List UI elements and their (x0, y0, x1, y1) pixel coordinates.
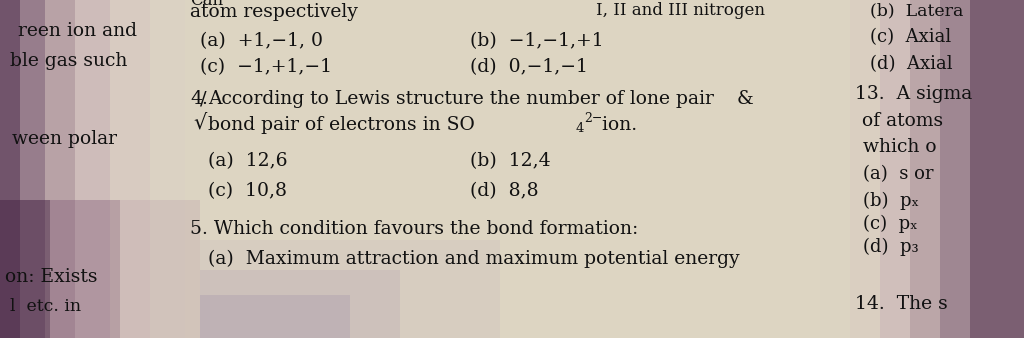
Text: atom respectively: atom respectively (190, 3, 357, 21)
FancyBboxPatch shape (20, 0, 45, 338)
FancyBboxPatch shape (200, 240, 500, 338)
Text: √: √ (193, 114, 206, 133)
Text: (a)  +1,−1, 0: (a) +1,−1, 0 (200, 32, 323, 50)
Text: (a)  Maximum attraction and maximum potential energy: (a) Maximum attraction and maximum poten… (208, 250, 739, 268)
Text: reen ion and: reen ion and (18, 22, 137, 40)
Text: (a)  s or: (a) s or (863, 165, 934, 183)
FancyBboxPatch shape (0, 200, 50, 338)
FancyBboxPatch shape (120, 200, 200, 338)
Text: (d)  0,−1,−1: (d) 0,−1,−1 (470, 58, 588, 76)
Text: 4.: 4. (190, 90, 208, 108)
FancyBboxPatch shape (110, 0, 150, 338)
Text: ble gas such: ble gas such (10, 52, 127, 70)
Text: l  etc. in: l etc. in (10, 298, 81, 315)
FancyBboxPatch shape (820, 0, 850, 338)
Text: 4: 4 (575, 122, 585, 135)
Text: (c)  Axial: (c) Axial (870, 28, 951, 46)
Text: (a)  12,6: (a) 12,6 (208, 152, 288, 170)
Text: According to Lewis structure the number of lone pair: According to Lewis structure the number … (208, 90, 714, 108)
Text: (d)  8,8: (d) 8,8 (470, 182, 539, 200)
Text: 13.  A sigma: 13. A sigma (855, 85, 972, 103)
FancyBboxPatch shape (910, 0, 940, 338)
Text: (c)  −1,+1,−1: (c) −1,+1,−1 (200, 58, 332, 76)
FancyBboxPatch shape (45, 0, 75, 338)
FancyBboxPatch shape (970, 0, 1024, 338)
Text: of atoms: of atoms (862, 112, 943, 130)
Text: (d)  Axial: (d) Axial (870, 55, 952, 73)
Text: ween polar: ween polar (12, 130, 117, 148)
FancyBboxPatch shape (940, 0, 970, 338)
Text: 2−: 2− (584, 112, 602, 125)
Text: (b)  Latera: (b) Latera (870, 2, 964, 19)
Text: /: / (200, 90, 207, 108)
Text: on: Exists: on: Exists (5, 268, 97, 286)
Text: which o: which o (863, 138, 937, 156)
Text: 5. Which condition favours the bond formation:: 5. Which condition favours the bond form… (190, 220, 638, 238)
Text: (b)  −1,−1,+1: (b) −1,−1,+1 (470, 32, 603, 50)
Text: bond pair of electrons in SO: bond pair of electrons in SO (208, 116, 475, 134)
Text: (d)  p₃: (d) p₃ (863, 238, 919, 256)
Text: I, II and III nitrogen: I, II and III nitrogen (596, 2, 765, 19)
FancyBboxPatch shape (850, 0, 880, 338)
Text: ion.: ion. (596, 116, 637, 134)
Text: (b)  pₓ: (b) pₓ (863, 192, 920, 210)
FancyBboxPatch shape (185, 0, 210, 338)
Text: Can: Can (190, 0, 223, 9)
FancyBboxPatch shape (200, 270, 400, 338)
Text: &: & (737, 90, 754, 108)
FancyBboxPatch shape (0, 0, 20, 338)
FancyBboxPatch shape (75, 0, 110, 338)
Text: (b)  12,4: (b) 12,4 (470, 152, 551, 170)
FancyBboxPatch shape (150, 0, 185, 338)
Text: 14.  The s: 14. The s (855, 295, 948, 313)
Text: (c)  pₓ: (c) pₓ (863, 215, 918, 233)
Text: (c)  10,8: (c) 10,8 (208, 182, 287, 200)
FancyBboxPatch shape (50, 200, 120, 338)
FancyBboxPatch shape (200, 295, 350, 338)
FancyBboxPatch shape (880, 0, 910, 338)
